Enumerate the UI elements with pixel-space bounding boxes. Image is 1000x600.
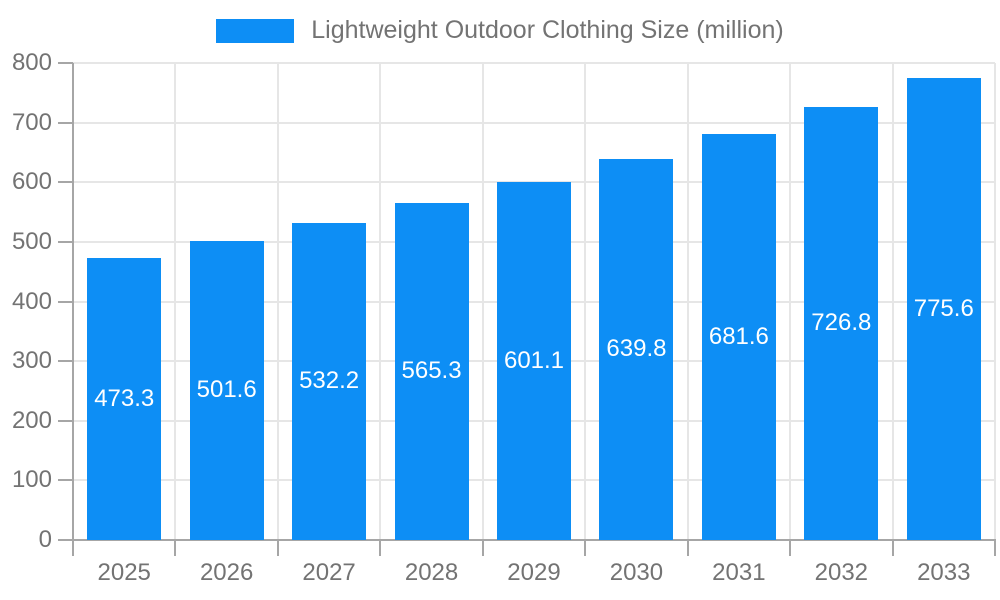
bar-2031[interactable] [701, 133, 776, 540]
x-axis-tick [174, 540, 177, 556]
y-axis-tick [58, 181, 73, 184]
x-axis-tick [994, 540, 996, 556]
y-axis-tick [58, 240, 73, 243]
chart-legend[interactable]: Lightweight Outdoor Clothing Size (milli… [0, 16, 1000, 45]
y-axis-label: 500 [11, 227, 52, 255]
v-gridline [481, 63, 484, 540]
x-axis-label: 2027 [302, 559, 356, 586]
y-axis-label: 800 [11, 49, 52, 76]
x-axis-label: 2031 [712, 559, 766, 586]
x-axis-tick [789, 540, 792, 556]
bar-2032[interactable] [804, 106, 879, 540]
bar-2029[interactable] [497, 181, 571, 540]
y-axis-label: 100 [11, 466, 52, 494]
x-axis-tick [379, 540, 382, 556]
legend-label: Lightweight Outdoor Clothing Size (milli… [311, 16, 784, 44]
bar-2025[interactable] [87, 257, 162, 540]
y-axis-tick [58, 62, 73, 64]
v-gridline [686, 63, 689, 540]
y-axis-tick [58, 121, 73, 124]
v-gridline [994, 63, 996, 540]
v-gridline [789, 63, 792, 540]
x-axis-label: 2030 [609, 559, 664, 586]
x-axis-label: 2033 [917, 559, 971, 586]
y-axis-label: 300 [11, 347, 52, 375]
x-axis-label: 2025 [97, 559, 151, 586]
legend-swatch-icon [216, 18, 295, 43]
y-axis-tick [58, 479, 73, 482]
y-axis-tick [58, 419, 73, 422]
y-axis-line [72, 63, 74, 541]
h-gridline [73, 121, 995, 124]
bar-2026[interactable] [189, 240, 264, 540]
x-axis-label: 2029 [507, 559, 561, 586]
y-axis-label: 0 [38, 526, 52, 553]
v-gridline [379, 63, 382, 540]
y-axis-label: 200 [11, 406, 52, 434]
v-gridline [891, 63, 894, 540]
bar-2028[interactable] [394, 202, 469, 540]
x-axis-tick [276, 540, 279, 556]
y-axis-label: 600 [11, 168, 52, 196]
x-axis-tick [481, 540, 484, 556]
x-axis-label: 2026 [199, 559, 254, 586]
x-axis-line [72, 539, 996, 541]
bar-2027[interactable] [292, 222, 367, 540]
bar-2033[interactable] [906, 77, 981, 540]
v-gridline [276, 63, 279, 540]
x-axis-tick [72, 540, 74, 556]
bar-2030[interactable] [599, 158, 674, 540]
x-axis-tick [891, 540, 894, 556]
y-axis-tick [58, 360, 73, 363]
v-gridline [584, 63, 587, 540]
x-axis-label: 2028 [404, 559, 459, 586]
y-axis-label: 400 [11, 287, 52, 315]
v-gridline [174, 63, 177, 540]
x-axis-label: 2032 [814, 559, 869, 586]
y-axis-tick [58, 539, 73, 541]
x-axis-tick [584, 540, 587, 556]
y-axis-label: 700 [11, 108, 52, 136]
y-axis-tick [58, 300, 73, 303]
x-axis-tick [686, 540, 689, 556]
h-gridline [73, 62, 995, 64]
